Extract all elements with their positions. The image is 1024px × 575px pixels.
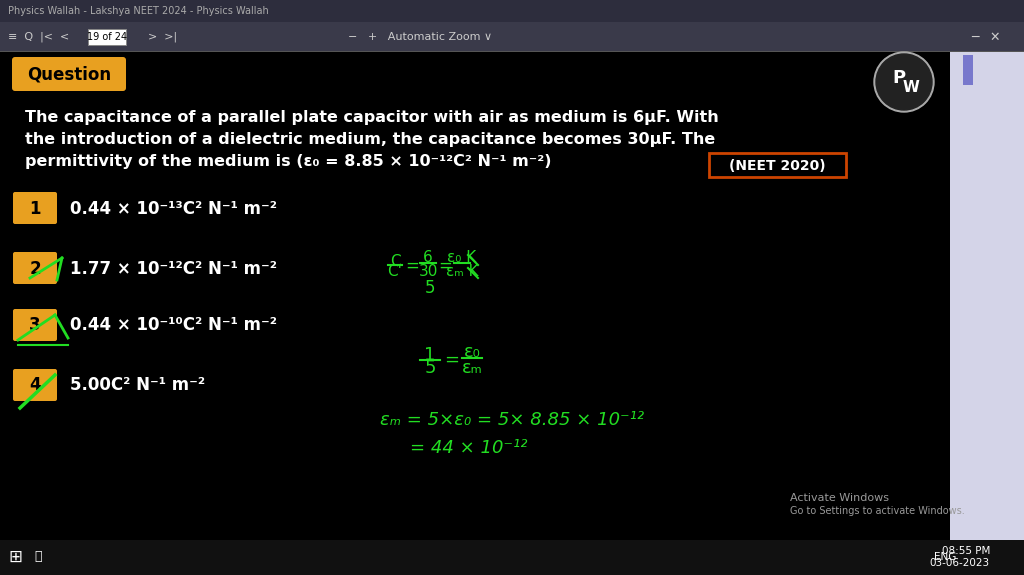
FancyBboxPatch shape [12, 57, 126, 91]
Text: =: = [438, 257, 452, 275]
Circle shape [876, 54, 932, 110]
Text: 1: 1 [30, 200, 41, 217]
Text: ⊞: ⊞ [8, 548, 22, 566]
Text: ε₀: ε₀ [464, 343, 480, 361]
Bar [0, 52, 950, 542]
Text: ≡  Q  |<  <: ≡ Q |< < [8, 32, 70, 42]
Text: permittivity of the medium is (ε₀ = 8.85 × 10⁻¹²C² N⁻¹ m⁻²): permittivity of the medium is (ε₀ = 8.85… [25, 154, 552, 169]
Text: the introduction of a dielectric medium, the capacitance becomes 30μF. The: the introduction of a dielectric medium,… [25, 132, 715, 147]
Text: 08:55 PM: 08:55 PM [942, 546, 990, 556]
Circle shape [874, 52, 934, 112]
Text: 3: 3 [30, 316, 41, 335]
Text: 0.44 × 10⁻¹⁰C² N⁻¹ m⁻²: 0.44 × 10⁻¹⁰C² N⁻¹ m⁻² [70, 316, 278, 335]
Text: C: C [390, 255, 400, 270]
FancyBboxPatch shape [13, 192, 57, 224]
Bar [963, 55, 973, 85]
Text: Question: Question [27, 66, 111, 84]
Text: 30: 30 [419, 264, 437, 279]
Text: C': C' [387, 264, 402, 279]
FancyBboxPatch shape [13, 309, 57, 341]
Text: ENG: ENG [934, 552, 956, 562]
Text: 5: 5 [425, 279, 435, 297]
Text: =: = [406, 257, 419, 275]
Text: 6: 6 [423, 251, 433, 266]
Text: Activate Windows: Activate Windows [790, 493, 889, 503]
Bar [0, 22, 1024, 52]
Text: Physics Wallah - Lakshya NEET 2024 - Physics Wallah: Physics Wallah - Lakshya NEET 2024 - Phy… [8, 6, 268, 16]
Text: 19 of 24: 19 of 24 [87, 32, 127, 42]
Text: ε₀ K: ε₀ K [447, 251, 476, 266]
Text: 0.44 × 10⁻¹³C² N⁻¹ m⁻²: 0.44 × 10⁻¹³C² N⁻¹ m⁻² [70, 200, 278, 217]
Text: εₘ K: εₘ K [445, 264, 478, 279]
Text: (NEET 2020): (NEET 2020) [729, 159, 825, 173]
Text: −   +   Automatic Zoom ∨: − + Automatic Zoom ∨ [348, 32, 493, 42]
Text: >  >|: > >| [148, 32, 177, 42]
Text: 1: 1 [424, 346, 435, 364]
FancyBboxPatch shape [13, 252, 57, 284]
Text: Go to Settings to activate Windows.: Go to Settings to activate Windows. [790, 506, 965, 516]
Text: 5: 5 [424, 359, 436, 377]
Text: 1.77 × 10⁻¹²C² N⁻¹ m⁻²: 1.77 × 10⁻¹²C² N⁻¹ m⁻² [70, 259, 278, 278]
FancyBboxPatch shape [13, 369, 57, 401]
Bar [0, 51, 1024, 52]
Text: The capacitance of a parallel plate capacitor with air as medium is 6μF. With: The capacitance of a parallel plate capa… [25, 110, 719, 125]
Text: 2: 2 [30, 259, 41, 278]
Bar [950, 52, 1024, 542]
Text: ─: ─ [971, 30, 979, 44]
Bar [0, 0, 1024, 22]
Text: 🔍: 🔍 [34, 550, 42, 564]
Bar [0, 540, 1024, 575]
Text: 5.00C² N⁻¹ m⁻²: 5.00C² N⁻¹ m⁻² [70, 377, 205, 394]
Text: = 44 × 10⁻¹²: = 44 × 10⁻¹² [410, 439, 527, 457]
Text: 4: 4 [30, 377, 41, 394]
Text: εₘ: εₘ [462, 359, 482, 377]
Text: P: P [893, 69, 905, 87]
Bar [88, 29, 126, 45]
Text: =: = [444, 351, 460, 369]
Text: εₘ = 5×ε₀ = 5× 8.85 × 10⁻¹²: εₘ = 5×ε₀ = 5× 8.85 × 10⁻¹² [380, 411, 644, 429]
Text: W: W [902, 81, 920, 95]
Text: 03-06-2023: 03-06-2023 [930, 558, 990, 568]
Text: ✕: ✕ [990, 30, 1000, 44]
